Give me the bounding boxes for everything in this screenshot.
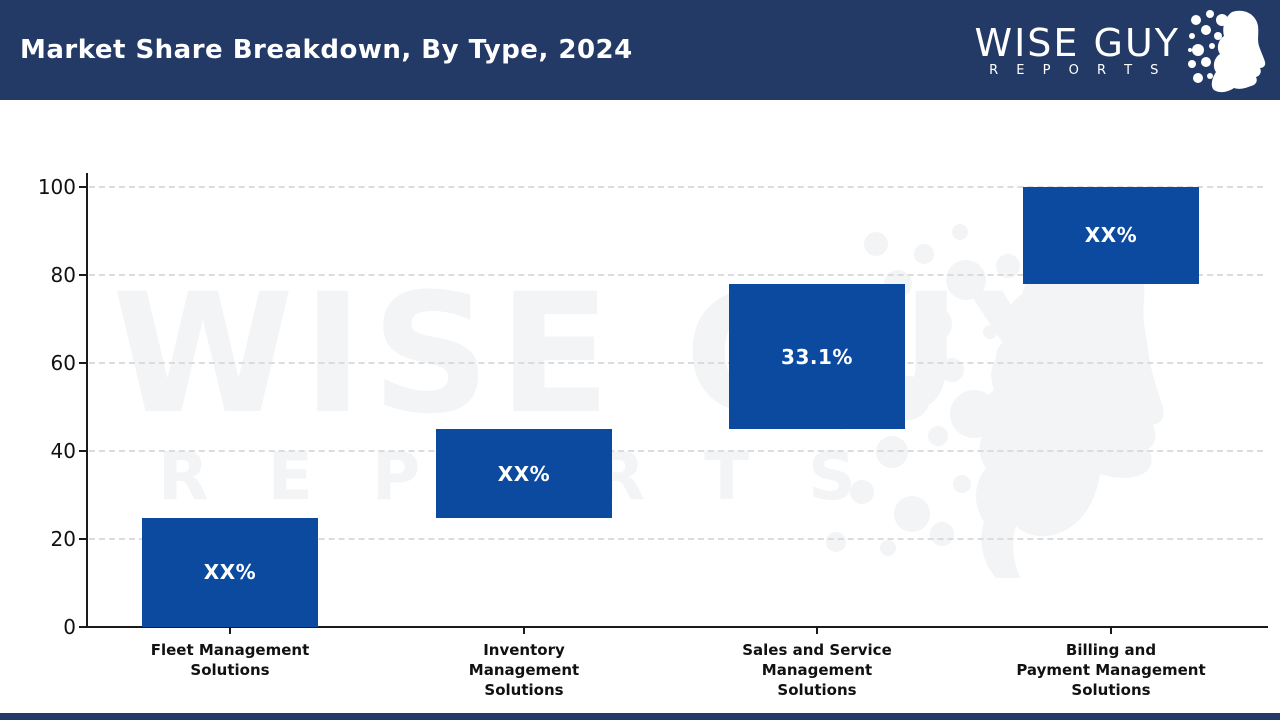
y-tick-20	[79, 538, 87, 540]
category-label-3: Sales and Service Management Solutions	[742, 641, 892, 699]
bar-2: XX%	[436, 429, 612, 518]
bar-value-label: XX%	[497, 461, 551, 486]
x-tick-3	[816, 628, 818, 634]
category-label-1: Fleet Management Solutions	[150, 641, 310, 679]
gridline-80	[89, 274, 1263, 276]
header-bar: Market Share Breakdown, By Type, 2024 WI…	[0, 0, 1280, 100]
bar-value-label: XX%	[203, 560, 257, 585]
y-tick-60	[79, 362, 87, 364]
brand-logo: WISE GUY R E P O R T S	[975, 6, 1266, 94]
bar-1: XX%	[142, 517, 318, 627]
category-label-2: Inventory Management Solutions	[468, 641, 580, 699]
y-tick-label-60: 60	[50, 351, 76, 375]
gridline-100	[89, 186, 1263, 188]
gridline-60	[89, 362, 1263, 364]
y-tick-label-40: 40	[50, 439, 76, 463]
y-tick-100	[79, 186, 87, 188]
logo-face-icon	[1188, 10, 1266, 93]
category-label-4: Billing and Payment Management Solutions	[1016, 641, 1206, 699]
y-tick-label-80: 80	[50, 263, 76, 287]
y-tick-label-0: 0	[63, 615, 76, 639]
bar-value-label: XX%	[1084, 223, 1138, 248]
footer-bar	[0, 713, 1280, 720]
logo-text: WISE GUY R E P O R T S	[975, 23, 1180, 78]
x-axis-line	[86, 626, 1268, 628]
gridline-40	[89, 450, 1263, 452]
y-axis-line	[86, 173, 88, 627]
x-tick-2	[523, 628, 525, 634]
gridline-20	[89, 538, 1263, 540]
logo-brand-text: WISE GUY	[974, 20, 1180, 65]
chart-title: Market Share Breakdown, By Type, 2024	[20, 35, 633, 65]
x-tick-4	[1110, 628, 1112, 634]
bar-value-label: 33.1%	[781, 344, 853, 369]
y-tick-0	[79, 626, 87, 628]
y-tick-40	[79, 450, 87, 452]
logo-sub-text: R E P O R T S	[989, 62, 1166, 78]
y-tick-label-20: 20	[50, 527, 76, 551]
bar-3: 33.1%	[729, 283, 905, 430]
y-tick-80	[79, 274, 87, 276]
y-tick-label-100: 100	[37, 175, 76, 199]
x-tick-1	[229, 628, 231, 634]
bar-4: XX%	[1023, 187, 1199, 284]
